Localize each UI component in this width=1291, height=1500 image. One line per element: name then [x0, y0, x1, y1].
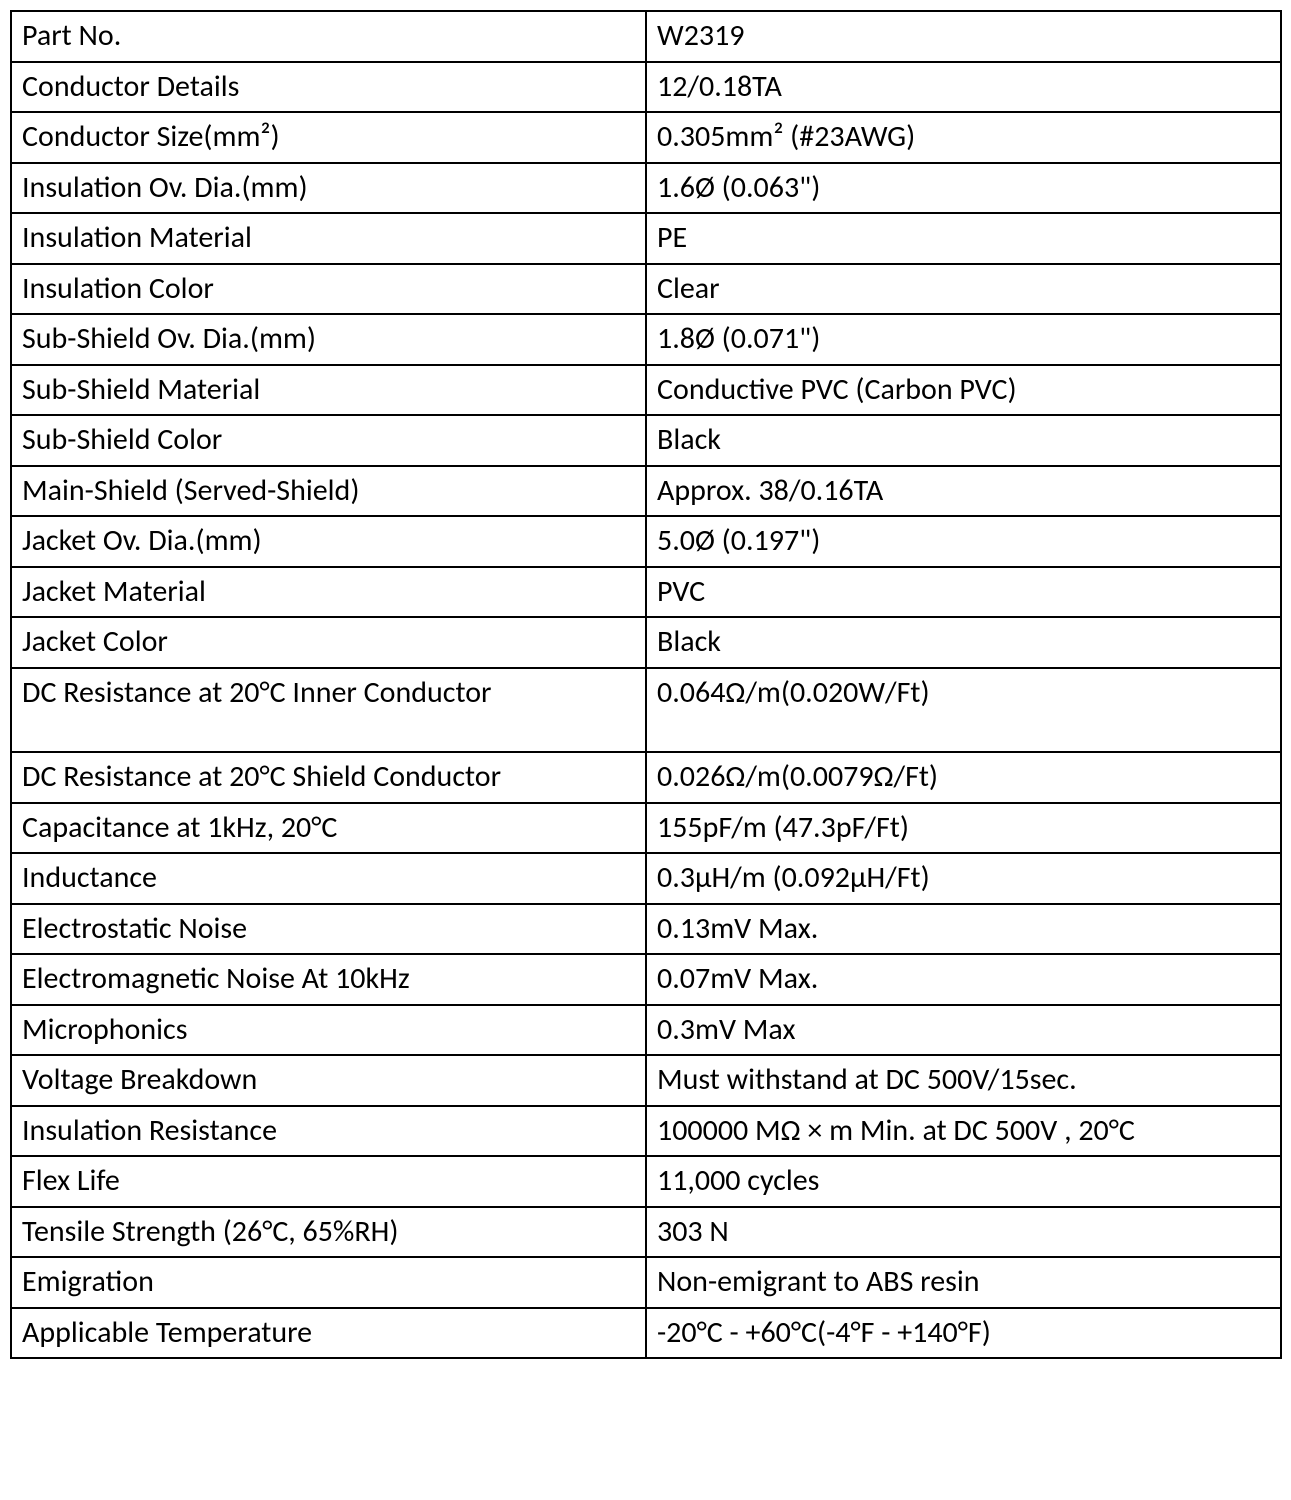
spec-label: Electrostatic Noise	[11, 904, 646, 955]
table-row: Conductor Size(mm²)0.305mm² (#23AWG)	[11, 112, 1281, 163]
spec-label: Sub-Shield Ov. Dia.(mm)	[11, 314, 646, 365]
spec-label: Electromagnetic Noise At 10kHz	[11, 954, 646, 1005]
spec-label: Jacket Color	[11, 617, 646, 668]
spec-label: DC Resistance at 20°C Shield Conductor	[11, 752, 646, 803]
spec-value: 12/0.18TA	[646, 62, 1281, 113]
spec-value: 303 N	[646, 1207, 1281, 1258]
table-row: Jacket Ov. Dia.(mm)5.0Ø (0.197")	[11, 516, 1281, 567]
table-row: Jacket MaterialPVC	[11, 567, 1281, 618]
spec-label: Insulation Color	[11, 264, 646, 315]
table-row: Capacitance at 1kHz, 20°C155pF/m (47.3pF…	[11, 803, 1281, 854]
spec-label: Capacitance at 1kHz, 20°C	[11, 803, 646, 854]
table-row: Voltage BreakdownMust withstand at DC 50…	[11, 1055, 1281, 1106]
table-row: Inductance0.3µH/m (0.092µH/Ft)	[11, 853, 1281, 904]
spec-label: Insulation Resistance	[11, 1106, 646, 1157]
spec-value: 1.8Ø (0.071")	[646, 314, 1281, 365]
spec-label: Insulation Ov. Dia.(mm)	[11, 163, 646, 214]
table-row: Microphonics0.3mV Max	[11, 1005, 1281, 1056]
spec-value: 0.305mm² (#23AWG)	[646, 112, 1281, 163]
table-row: Part No.W2319	[11, 11, 1281, 62]
spec-value: Black	[646, 415, 1281, 466]
spec-label: Emigration	[11, 1257, 646, 1308]
table-row: Applicable Temperature-20°C - +60°C(-4°F…	[11, 1308, 1281, 1359]
table-row: Insulation Resistance100000 MΩ × m Min. …	[11, 1106, 1281, 1157]
spec-value: 100000 MΩ × m Min. at DC 500V , 20°C	[646, 1106, 1281, 1157]
spec-label: Part No.	[11, 11, 646, 62]
spec-value: 0.07mV Max.	[646, 954, 1281, 1005]
spec-label: Microphonics	[11, 1005, 646, 1056]
table-row: Main-Shield (Served-Shield)Approx. 38/0.…	[11, 466, 1281, 517]
spec-label: Voltage Breakdown	[11, 1055, 646, 1106]
spec-value: W2319	[646, 11, 1281, 62]
table-row: Sub-Shield Ov. Dia.(mm)1.8Ø (0.071")	[11, 314, 1281, 365]
spec-value: 0.13mV Max.	[646, 904, 1281, 955]
table-row: Flex Life11,000 cycles	[11, 1156, 1281, 1207]
spec-value: 0.064Ω/m(0.020W/Ft)	[646, 668, 1281, 753]
spec-value: Approx. 38/0.16TA	[646, 466, 1281, 517]
spec-label: Applicable Temperature	[11, 1308, 646, 1359]
spec-label: DC Resistance at 20°C Inner Conductor	[11, 668, 646, 753]
spec-value: 5.0Ø (0.197")	[646, 516, 1281, 567]
spec-value: Black	[646, 617, 1281, 668]
spec-value: Clear	[646, 264, 1281, 315]
spec-value: Conductive PVC (Carbon PVC)	[646, 365, 1281, 416]
table-row: Insulation MaterialPE	[11, 213, 1281, 264]
spec-label: Jacket Material	[11, 567, 646, 618]
spec-label: Jacket Ov. Dia.(mm)	[11, 516, 646, 567]
table-row: Sub-Shield ColorBlack	[11, 415, 1281, 466]
spec-label: Tensile Strength (26°C, 65%RH)	[11, 1207, 646, 1258]
table-row: EmigrationNon-emigrant to ABS resin	[11, 1257, 1281, 1308]
spec-label: Conductor Details	[11, 62, 646, 113]
table-row: DC Resistance at 20°C Shield Conductor0.…	[11, 752, 1281, 803]
spec-value: PVC	[646, 567, 1281, 618]
spec-value: 11,000 cycles	[646, 1156, 1281, 1207]
table-row: Jacket ColorBlack	[11, 617, 1281, 668]
spec-value: 0.3mV Max	[646, 1005, 1281, 1056]
spec-label: Sub-Shield Material	[11, 365, 646, 416]
table-row: Insulation Ov. Dia.(mm)1.6Ø (0.063")	[11, 163, 1281, 214]
spec-label: Sub-Shield Color	[11, 415, 646, 466]
spec-table-body: Part No.W2319Conductor Details12/0.18TAC…	[11, 11, 1281, 1358]
table-row: Insulation ColorClear	[11, 264, 1281, 315]
spec-label: Conductor Size(mm²)	[11, 112, 646, 163]
spec-value: Non-emigrant to ABS resin	[646, 1257, 1281, 1308]
table-row: Sub-Shield MaterialConductive PVC (Carbo…	[11, 365, 1281, 416]
table-row: Electrostatic Noise0.13mV Max.	[11, 904, 1281, 955]
table-row: Tensile Strength (26°C, 65%RH)303 N	[11, 1207, 1281, 1258]
spec-label: Main-Shield (Served-Shield)	[11, 466, 646, 517]
spec-label: Flex Life	[11, 1156, 646, 1207]
spec-value: 0.3µH/m (0.092µH/Ft)	[646, 853, 1281, 904]
table-row: DC Resistance at 20°C Inner Conductor0.0…	[11, 668, 1281, 753]
spec-value: PE	[646, 213, 1281, 264]
table-row: Electromagnetic Noise At 10kHz0.07mV Max…	[11, 954, 1281, 1005]
table-row: Conductor Details12/0.18TA	[11, 62, 1281, 113]
spec-value: 0.026Ω/m(0.0079Ω/Ft)	[646, 752, 1281, 803]
spec-table: Part No.W2319Conductor Details12/0.18TAC…	[10, 10, 1282, 1359]
spec-value: -20°C - +60°C(-4°F - +140°F)	[646, 1308, 1281, 1359]
spec-value: Must withstand at DC 500V/15sec.	[646, 1055, 1281, 1106]
spec-value: 155pF/m (47.3pF/Ft)	[646, 803, 1281, 854]
spec-label: Insulation Material	[11, 213, 646, 264]
spec-label: Inductance	[11, 853, 646, 904]
spec-value: 1.6Ø (0.063")	[646, 163, 1281, 214]
